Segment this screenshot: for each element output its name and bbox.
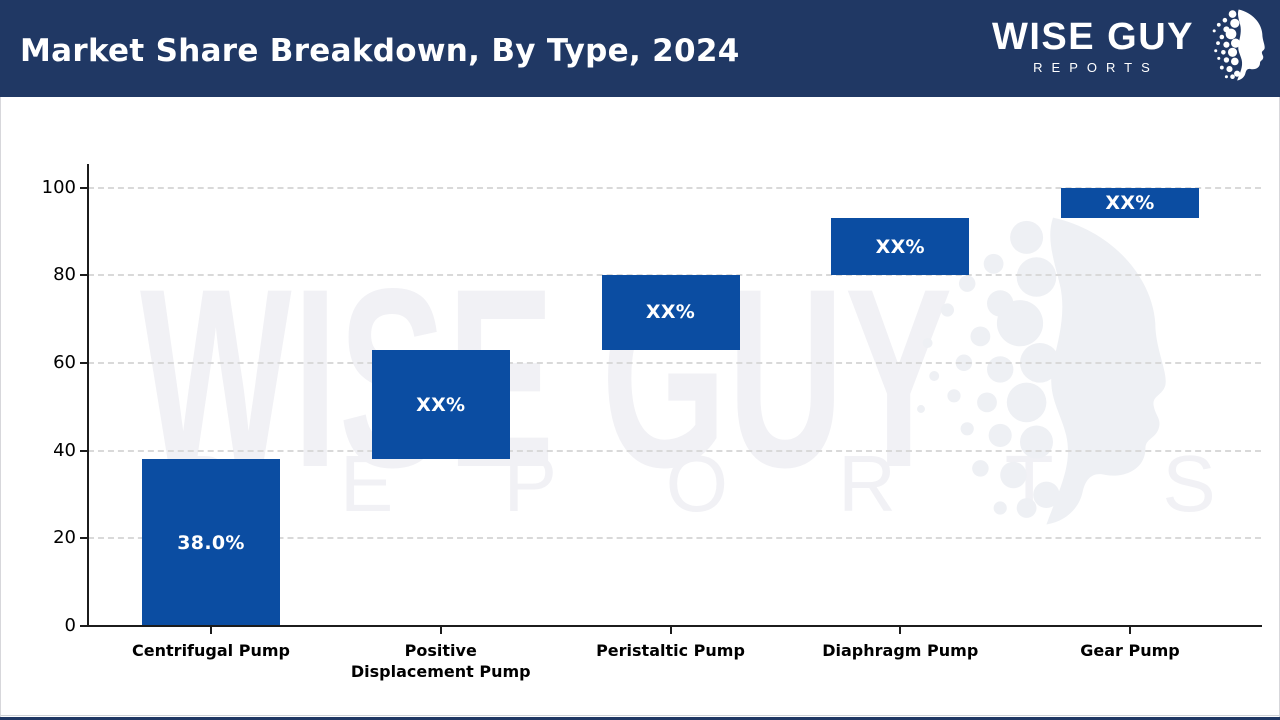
wise-guy-logo: WISE GUY REPORTS [992, 6, 1270, 92]
y-tick-40 [80, 449, 87, 452]
x-category-label-0: Centrifugal Pump [132, 641, 290, 660]
y-tick-label-20: 20 [53, 527, 76, 549]
gridline-100 [88, 186, 1261, 189]
y-tick-label-80: 80 [53, 264, 76, 286]
x-tick-3 [899, 627, 902, 634]
x-tick-4 [1129, 627, 1131, 634]
y-tick-100 [80, 186, 87, 189]
logo-subtitle: REPORTS [1033, 59, 1159, 75]
y-tick-label-100: 100 [41, 176, 76, 198]
x-axis-spine [86, 625, 1262, 627]
y-tick-label-60: 60 [53, 351, 76, 373]
y-tick-0 [80, 625, 87, 627]
bar-peristaltic-pump: XX% [601, 275, 740, 350]
header-bar: Market Share Breakdown, By Type, 2024 WI… [0, 0, 1280, 97]
left-border [0, 97, 1, 717]
gridline-60 [88, 361, 1261, 364]
bar-diaphragm-pump: XX% [831, 218, 970, 276]
footer-bar [0, 717, 1280, 720]
bottom-rule [0, 715, 1280, 716]
y-tick-80 [80, 274, 87, 277]
bar-value-label: XX% [1105, 191, 1155, 214]
bar-value-label: XX% [875, 235, 925, 258]
y-tick-label-0: 0 [64, 615, 76, 636]
x-tick-0 [210, 627, 212, 634]
bar-value-label: 38.0% [177, 531, 245, 554]
x-category-label-4: Gear Pump [1080, 641, 1180, 660]
y-tick-label-40: 40 [53, 439, 76, 461]
bar-centrifugal-pump: 38.0% [142, 459, 280, 626]
bar-value-label: XX% [416, 393, 466, 416]
y-axis-spine [87, 164, 89, 627]
page-title: Market Share Breakdown, By Type, 2024 [20, 33, 740, 69]
x-tick-2 [669, 627, 672, 634]
bar-value-label: XX% [645, 301, 696, 324]
bar-positive-displacement-pump: XX% [371, 349, 510, 460]
gridline-40 [88, 449, 1261, 452]
watermark-face-logo [917, 217, 1166, 525]
x-tick-1 [439, 627, 442, 634]
y-tick-20 [80, 537, 87, 540]
gridline-20 [88, 537, 1261, 540]
x-category-label-1: Positive Displacement Pump [350, 641, 531, 681]
logo-text: WISE GUY REPORTS [991, 16, 1194, 75]
logo-face-icon [1212, 9, 1265, 81]
logo-wordmark: WISE GUY [991, 16, 1194, 58]
x-category-label-3: Diaphragm Pump [822, 641, 979, 660]
x-category-label-2: Peristaltic Pump [596, 641, 745, 660]
y-tick-60 [80, 361, 87, 364]
bar-gear-pump: XX% [1061, 187, 1199, 219]
